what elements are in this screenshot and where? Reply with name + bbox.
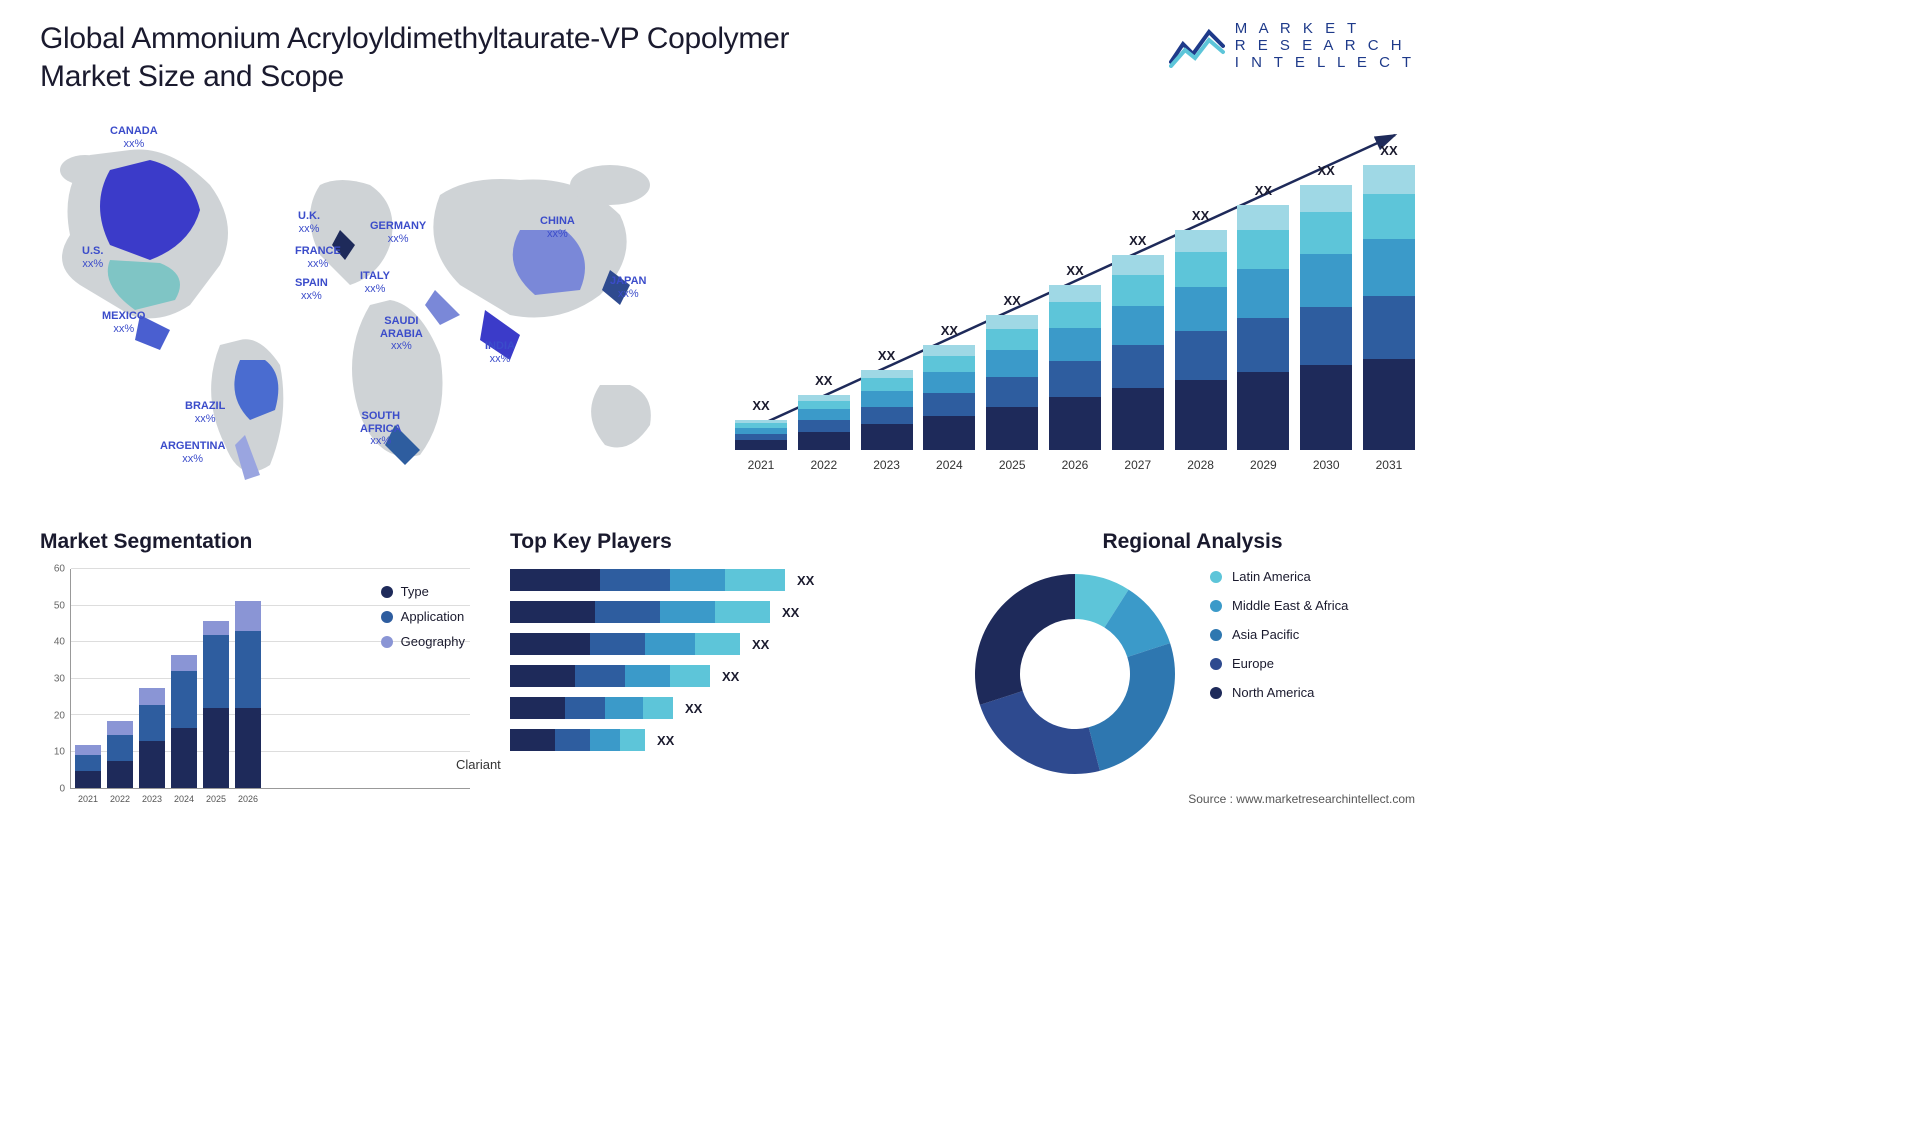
map-label-mexico: MEXICOxx% bbox=[102, 310, 145, 335]
reg-legend-latin-america: Latin America bbox=[1210, 569, 1348, 584]
map-label-germany: GERMANYxx% bbox=[370, 220, 426, 245]
player-bar-3: XX bbox=[510, 665, 930, 687]
logo-icon bbox=[1169, 24, 1225, 68]
seg-bar-2024: 2024 bbox=[171, 655, 197, 788]
growth-bar-2022: XX2022 bbox=[798, 395, 850, 450]
reg-legend-europe: Europe bbox=[1210, 656, 1348, 671]
page-title: Global Ammonium Acryloyldimethyltaurate-… bbox=[40, 20, 820, 95]
player-bar-0: XX bbox=[510, 569, 930, 591]
donut-slice-asia-pacific bbox=[1089, 643, 1175, 771]
map-label-italy: ITALYxx% bbox=[360, 270, 390, 295]
growth-bar-2024: XX2024 bbox=[923, 345, 975, 450]
logo-line1: M A R K E T bbox=[1235, 20, 1415, 37]
seg-bar-2021: 2021 bbox=[75, 745, 101, 788]
player-bar-5: XX bbox=[510, 729, 930, 751]
seg-legend-type: Type bbox=[381, 584, 465, 599]
growth-bar-2028: XX2028 bbox=[1175, 230, 1227, 450]
map-label-china: CHINAxx% bbox=[540, 215, 575, 240]
reg-legend-middle-east---africa: Middle East & Africa bbox=[1210, 598, 1348, 613]
growth-bar-2026: XX2026 bbox=[1049, 285, 1101, 450]
map-label-spain: SPAINxx% bbox=[295, 277, 328, 302]
map-label-argentina: ARGENTINAxx% bbox=[160, 440, 225, 465]
segmentation-title: Market Segmentation bbox=[40, 530, 470, 554]
brand-logo: M A R K E T R E S E A R C H I N T E L L … bbox=[1169, 20, 1415, 71]
player-bar-1: XX bbox=[510, 601, 930, 623]
map-label-canada: CANADAxx% bbox=[110, 125, 158, 150]
regional-title: Regional Analysis bbox=[970, 530, 1415, 554]
growth-bar-chart: XX2021XX2022XX2023XX2024XX2025XX2026XX20… bbox=[735, 115, 1415, 475]
seg-bar-2026: 2026 bbox=[235, 601, 261, 788]
map-label-brazil: BRAZILxx% bbox=[185, 400, 225, 425]
world-map-panel: CANADAxx% U.S.xx% MEXICOxx% BRAZILxx% ARGENT… bbox=[40, 115, 705, 495]
players-title: Top Key Players bbox=[510, 530, 930, 554]
growth-bar-2031: XX2031 bbox=[1363, 165, 1415, 450]
source-text: Source : www.marketresearchintellect.com bbox=[1188, 792, 1415, 806]
map-label-india: INDIAxx% bbox=[485, 340, 515, 365]
growth-bar-2030: XX2030 bbox=[1300, 185, 1352, 450]
logo-line2: R E S E A R C H bbox=[1235, 37, 1415, 54]
map-label-france: FRANCExx% bbox=[295, 245, 341, 270]
segmentation-chart: 0102030405060 202120222023202420252026 T… bbox=[40, 569, 470, 789]
regional-legend: Latin America Middle East & Africa Asia Pa… bbox=[1210, 569, 1348, 714]
growth-bar-2025: XX2025 bbox=[986, 315, 1038, 450]
player-bar-2: XX bbox=[510, 633, 930, 655]
seg-bar-2023: 2023 bbox=[139, 688, 165, 788]
growth-bar-2023: XX2023 bbox=[861, 370, 913, 450]
reg-legend-asia-pacific: Asia Pacific bbox=[1210, 627, 1348, 642]
map-label-saudiarabia: SAUDIARABIAxx% bbox=[380, 315, 423, 353]
player-name: Clariant bbox=[456, 757, 930, 772]
growth-bar-2029: XX2029 bbox=[1237, 205, 1289, 450]
segmentation-legend: Type Application Geography bbox=[381, 584, 465, 659]
logo-line3: I N T E L L E C T bbox=[1235, 54, 1415, 71]
growth-bar-2027: XX2027 bbox=[1112, 255, 1164, 450]
players-chart: XX XX XX XX XX XX bbox=[510, 569, 930, 751]
reg-legend-north-america: North America bbox=[1210, 685, 1348, 700]
seg-bar-2025: 2025 bbox=[203, 621, 229, 788]
growth-bar-2021: XX2021 bbox=[735, 420, 787, 450]
map-label-uk: U.K.xx% bbox=[298, 210, 320, 235]
map-label-japan: JAPANxx% bbox=[610, 275, 646, 300]
donut-slice-north-america bbox=[975, 574, 1075, 705]
map-label-us: U.S.xx% bbox=[82, 245, 103, 270]
donut-slice-europe bbox=[980, 691, 1100, 774]
map-label-southafrica: SOUTHAFRICAxx% bbox=[360, 410, 402, 448]
seg-legend-geography: Geography bbox=[381, 634, 465, 649]
player-bar-4: XX bbox=[510, 697, 930, 719]
regional-donut bbox=[970, 569, 1180, 779]
seg-bar-2022: 2022 bbox=[107, 721, 133, 788]
seg-legend-application: Application bbox=[381, 609, 465, 624]
